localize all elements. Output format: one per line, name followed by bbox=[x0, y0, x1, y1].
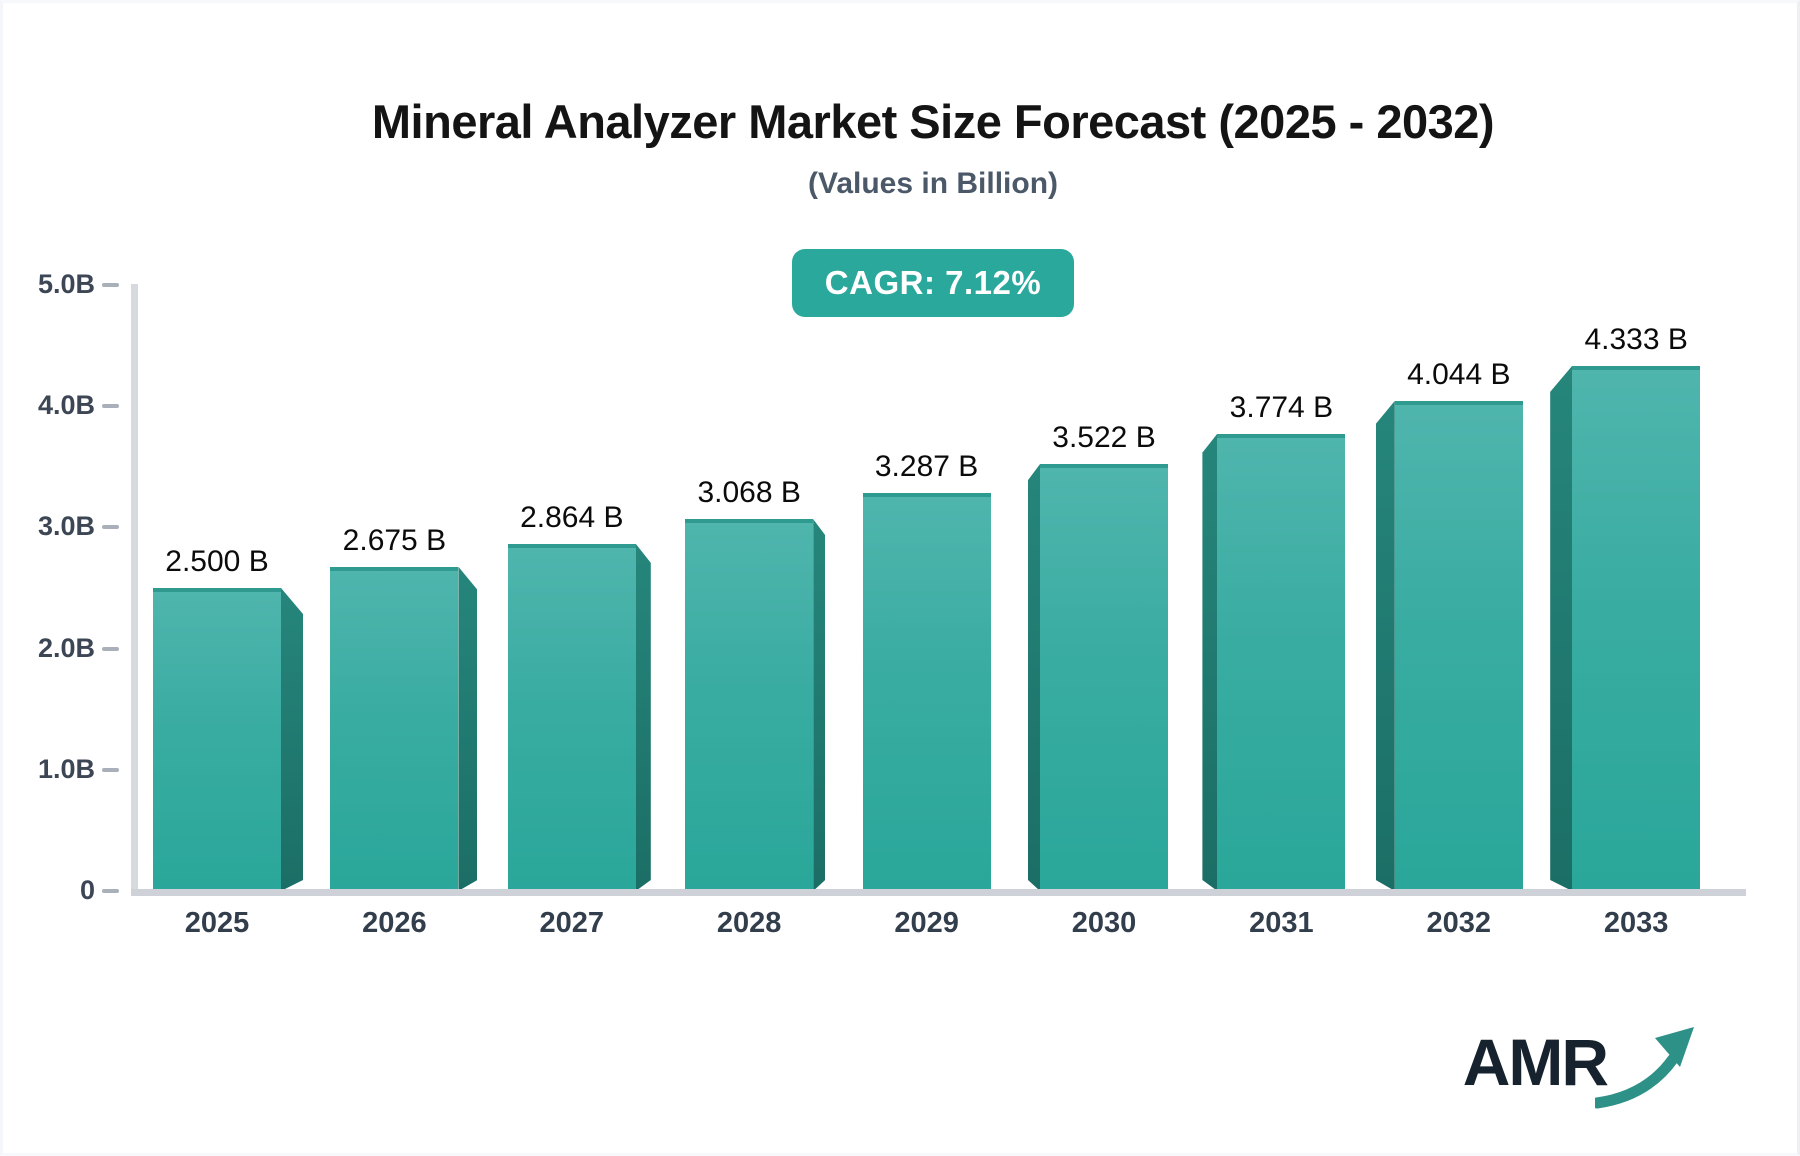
y-tick-mark bbox=[102, 283, 119, 287]
bar-face bbox=[507, 543, 636, 891]
bar-year-label: 2027 bbox=[539, 907, 605, 939]
amr-logo-text: AMR bbox=[1462, 1025, 1609, 1099]
page-title: Mineral Analyzer Market Size Forecast (2… bbox=[371, 95, 1495, 148]
bar-side-face bbox=[813, 519, 825, 891]
bar-side-face bbox=[1376, 401, 1395, 891]
cagr-badge: CAGR: 7.12% bbox=[791, 249, 1075, 318]
bar-year-label: 2026 bbox=[362, 907, 427, 939]
bar-year-label: 2032 bbox=[1426, 907, 1492, 939]
bar-face bbox=[862, 492, 991, 891]
y-axis-line bbox=[131, 284, 138, 896]
bar-face bbox=[1572, 365, 1701, 891]
bar-year-label: 2033 bbox=[1603, 907, 1669, 939]
amr-logo: AMR bbox=[1462, 1025, 1699, 1109]
bar-side-face bbox=[1550, 366, 1572, 891]
bar-side-face bbox=[281, 588, 303, 891]
bar-face bbox=[685, 519, 814, 891]
bar-face bbox=[153, 588, 281, 891]
bar-face bbox=[1394, 400, 1523, 891]
bar-face bbox=[1217, 433, 1346, 891]
y-tick-label: 4.0B bbox=[37, 390, 95, 421]
bar-value-label: 3.068 B bbox=[697, 476, 801, 510]
growth-arrow-icon bbox=[1595, 1027, 1694, 1109]
bar-value-label: 3.287 B bbox=[874, 449, 979, 483]
bar-year-label: 2028 bbox=[716, 907, 782, 939]
bar-side-face bbox=[1202, 434, 1217, 891]
y-tick-label: 1.0B bbox=[37, 753, 95, 784]
bar-value-label: 2.675 B bbox=[342, 523, 447, 557]
y-tick-label: 0 bbox=[79, 875, 95, 905]
bar-value-label: 3.522 B bbox=[1052, 421, 1156, 455]
chart-header: Mineral Analyzer Market Size Forecast (2… bbox=[69, 3, 1797, 318]
bar-value-label: 4.333 B bbox=[1584, 322, 1688, 356]
y-tick-mark bbox=[102, 767, 119, 772]
bar-value-label: 3.774 B bbox=[1229, 390, 1334, 424]
bar-face bbox=[1040, 464, 1168, 891]
y-tick-mark bbox=[102, 889, 119, 893]
y-tick-mark bbox=[102, 404, 119, 409]
y-tick-label: 5.0B bbox=[37, 269, 95, 299]
y-tick-label: 2.0B bbox=[37, 632, 95, 663]
bar-value-label: 2.864 B bbox=[520, 500, 624, 534]
y-tick-label: 3.0B bbox=[37, 511, 95, 542]
bar-face bbox=[330, 566, 459, 891]
x-axis-line bbox=[131, 889, 1746, 896]
bar-value-label: 4.044 B bbox=[1407, 357, 1511, 391]
bar-year-label: 2025 bbox=[184, 907, 250, 939]
bar-side-face bbox=[636, 544, 651, 891]
bar-value-label: 2.500 B bbox=[165, 545, 269, 578]
y-tick-mark bbox=[102, 525, 119, 530]
bar-year-label: 2029 bbox=[894, 907, 959, 939]
bar-year-label: 2031 bbox=[1249, 907, 1314, 939]
y-tick-mark bbox=[102, 646, 119, 651]
bar-side-face bbox=[1028, 464, 1040, 891]
bar-year-label: 2030 bbox=[1071, 907, 1137, 939]
bar-side-face bbox=[458, 567, 477, 891]
page-subtitle: (Values in Billion) bbox=[807, 167, 1059, 201]
